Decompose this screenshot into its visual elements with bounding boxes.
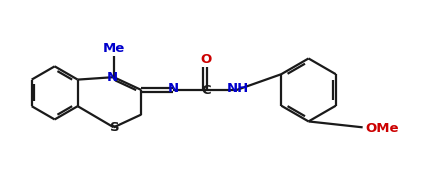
Text: NH: NH (226, 83, 249, 95)
Text: O: O (201, 53, 212, 66)
Text: C: C (201, 84, 211, 97)
Text: Me: Me (103, 42, 125, 54)
Text: N: N (107, 71, 118, 84)
Text: S: S (110, 121, 119, 134)
Text: OMe: OMe (366, 122, 399, 135)
Text: N: N (168, 83, 179, 95)
